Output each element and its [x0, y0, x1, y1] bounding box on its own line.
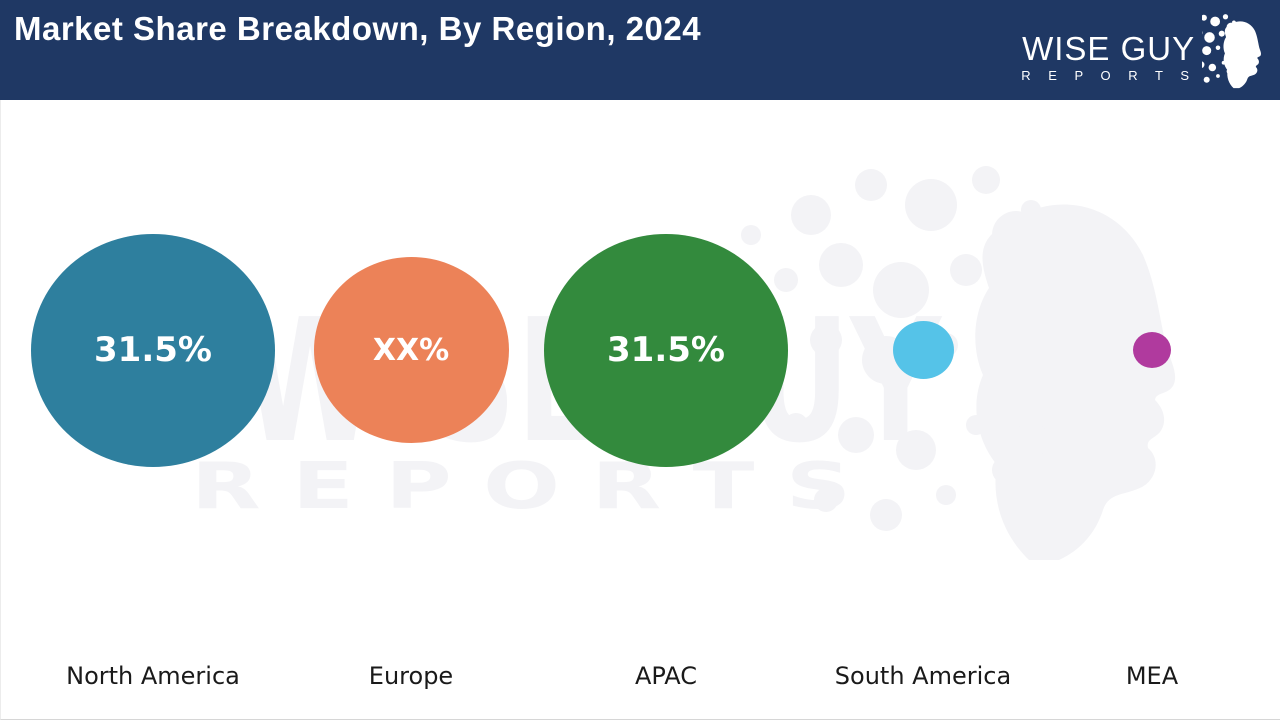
bubble-europe: XX%	[313, 257, 509, 443]
category-label-europe: Europe	[368, 662, 454, 690]
category-label-mea: MEA	[1125, 662, 1179, 690]
page-title: Market Share Breakdown, By Region, 2024	[14, 10, 702, 47]
wiseguy-logo: WISE GUY R E P O R T S	[1021, 0, 1280, 96]
logo-subtext: R E P O R T S	[1021, 67, 1196, 83]
header-bar: Market Share Breakdown, By Region, 2024 …	[0, 0, 1280, 100]
wiseguy-head-icon	[1202, 14, 1262, 89]
bubble-south-america	[892, 321, 954, 379]
watermark-subtext: R E P O R T S	[191, 450, 851, 524]
category-label-apac: APAC	[634, 662, 698, 690]
bubble-north-america: 31.5%	[31, 233, 275, 467]
wiseguy-logo-text: WISE GUY R E P O R T S	[1021, 32, 1196, 83]
category-label-south-america: South America	[834, 662, 1012, 690]
logo-wordmark: WISE GUY	[1022, 29, 1196, 67]
bubble-mea	[1133, 332, 1171, 368]
bubble-apac: 31.5%	[544, 233, 788, 467]
chart-area: WISE GUY R E P O R T S 31.5%XX%31.5% Nor…	[0, 100, 1280, 720]
category-label-north-america: North America	[66, 662, 240, 690]
